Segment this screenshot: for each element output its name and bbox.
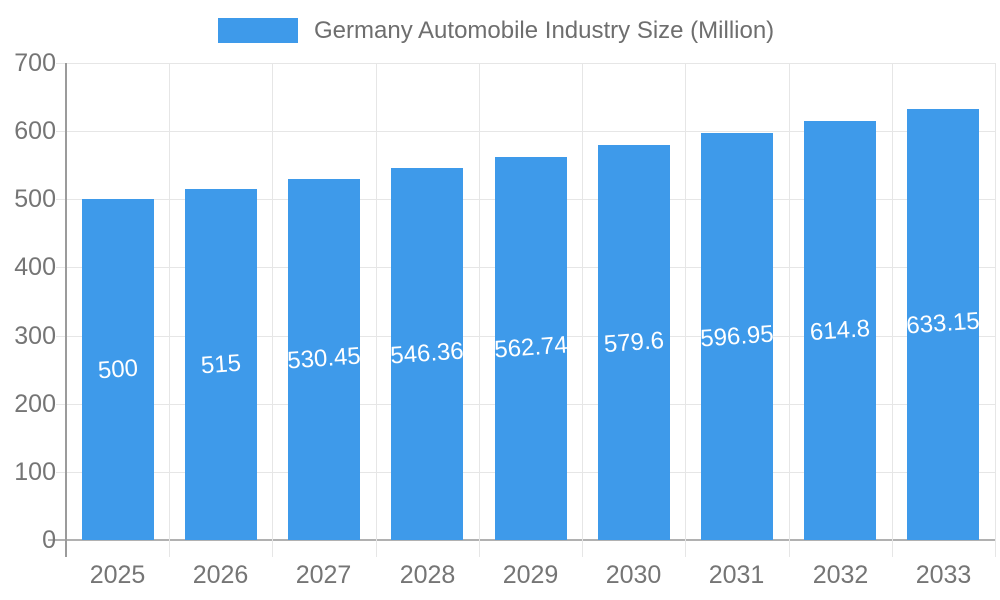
y-tick-label: 300 [14,322,56,350]
legend-label: Germany Automobile Industry Size (Millio… [314,17,775,44]
x-axis-tick [582,540,583,557]
x-tick-label: 2029 [502,561,559,589]
x-tick-label: 2032 [812,561,869,589]
bar [495,157,567,540]
y-tick-label: 100 [14,458,56,486]
bar-value-label: 633.15 [905,307,981,340]
y-tick-label: 600 [14,117,56,145]
x-axis-tick [995,540,996,557]
bar [82,199,154,540]
x-tick-label: 2027 [295,561,352,589]
y-tick-label: 0 [42,526,56,554]
bar [391,168,463,540]
x-tick-label: 2026 [192,561,249,589]
gridline-vertical [892,63,893,540]
y-axis-tick [56,267,66,268]
bar [288,179,360,540]
legend-swatch [218,18,298,43]
x-tick-label: 2025 [89,561,146,589]
x-axis-tick [272,540,273,557]
gridline-vertical [789,63,790,540]
y-tick-label: 400 [14,253,56,281]
y-axis-tick [48,539,66,541]
x-axis-tick [169,540,170,557]
y-axis-tick [56,404,66,405]
x-tick-label: 2033 [915,561,972,589]
x-axis-tick [685,540,686,557]
x-tick-label: 2031 [708,561,765,589]
bar [907,109,979,540]
gridline-horizontal [66,63,995,64]
x-axis-tick [789,540,790,557]
y-tick-label: 500 [14,185,56,213]
y-axis-tick [56,199,66,200]
x-axis-tick [376,540,377,557]
gridline-vertical [582,63,583,540]
gridline-vertical [479,63,480,540]
y-tick-label: 200 [14,390,56,418]
bar [598,145,670,540]
y-axis-tick [56,63,66,64]
gridline-vertical [169,63,170,540]
x-tick-label: 2028 [399,561,456,589]
gridline-horizontal [66,131,995,132]
y-axis-line [65,63,67,557]
y-axis-tick [56,131,66,132]
x-axis-tick [892,540,893,557]
gridline-vertical [272,63,273,540]
bar [701,133,773,540]
gridline-vertical [685,63,686,540]
gridline-vertical [995,63,996,540]
y-axis-tick [56,336,66,337]
x-axis-baseline [66,539,995,541]
x-tick-label: 2030 [605,561,662,589]
y-axis-tick [56,472,66,473]
bar [804,121,876,540]
gridline-vertical [376,63,377,540]
y-tick-label: 700 [14,49,56,77]
x-axis-tick [479,540,480,557]
bar [185,189,257,540]
